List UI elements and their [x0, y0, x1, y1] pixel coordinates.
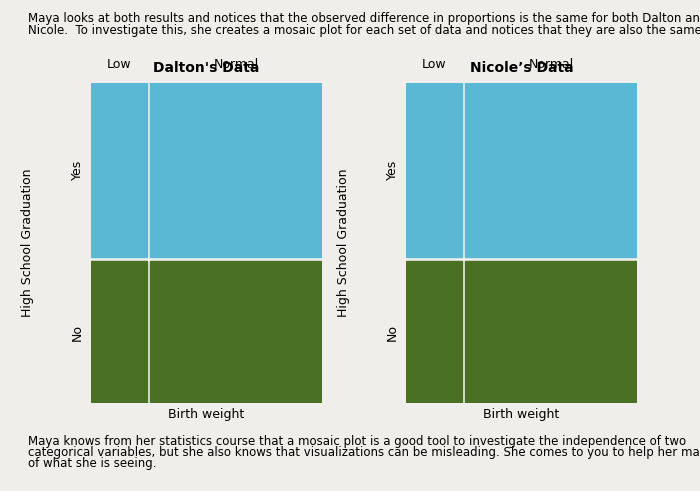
Bar	[466, 261, 637, 403]
Title: Nicole’s Data: Nicole’s Data	[470, 61, 573, 75]
Text: Normal: Normal	[214, 58, 259, 71]
Bar	[406, 83, 462, 257]
Bar	[466, 83, 637, 257]
Text: Low: Low	[421, 58, 447, 71]
Text: No: No	[71, 324, 84, 340]
Text: of what she is seeing.: of what she is seeing.	[28, 457, 157, 470]
Bar	[150, 261, 322, 403]
Text: High School Graduation: High School Graduation	[22, 169, 34, 317]
Text: Yes: Yes	[386, 160, 399, 180]
Text: Low: Low	[106, 58, 132, 71]
Text: Maya looks at both results and notices that the observed difference in proportio: Maya looks at both results and notices t…	[28, 12, 700, 25]
Text: High School Graduation: High School Graduation	[337, 169, 349, 317]
Title: Dalton's Data: Dalton's Data	[153, 61, 260, 75]
X-axis label: Birth weight: Birth weight	[484, 408, 559, 421]
X-axis label: Birth weight: Birth weight	[169, 408, 244, 421]
Text: Yes: Yes	[71, 160, 84, 180]
Bar	[150, 83, 322, 257]
Text: Maya knows from her statistics course that a mosaic plot is a good tool to inves: Maya knows from her statistics course th…	[28, 435, 686, 447]
Bar	[406, 261, 462, 403]
Text: categorical variables, but she also knows that visualizations can be misleading.: categorical variables, but she also know…	[28, 446, 700, 459]
Text: Normal: Normal	[528, 58, 574, 71]
Bar	[91, 261, 147, 403]
Text: Nicole.  To investigate this, she creates a mosaic plot for each set of data and: Nicole. To investigate this, she creates…	[28, 24, 700, 36]
Text: No: No	[386, 324, 399, 340]
Bar	[91, 83, 147, 257]
